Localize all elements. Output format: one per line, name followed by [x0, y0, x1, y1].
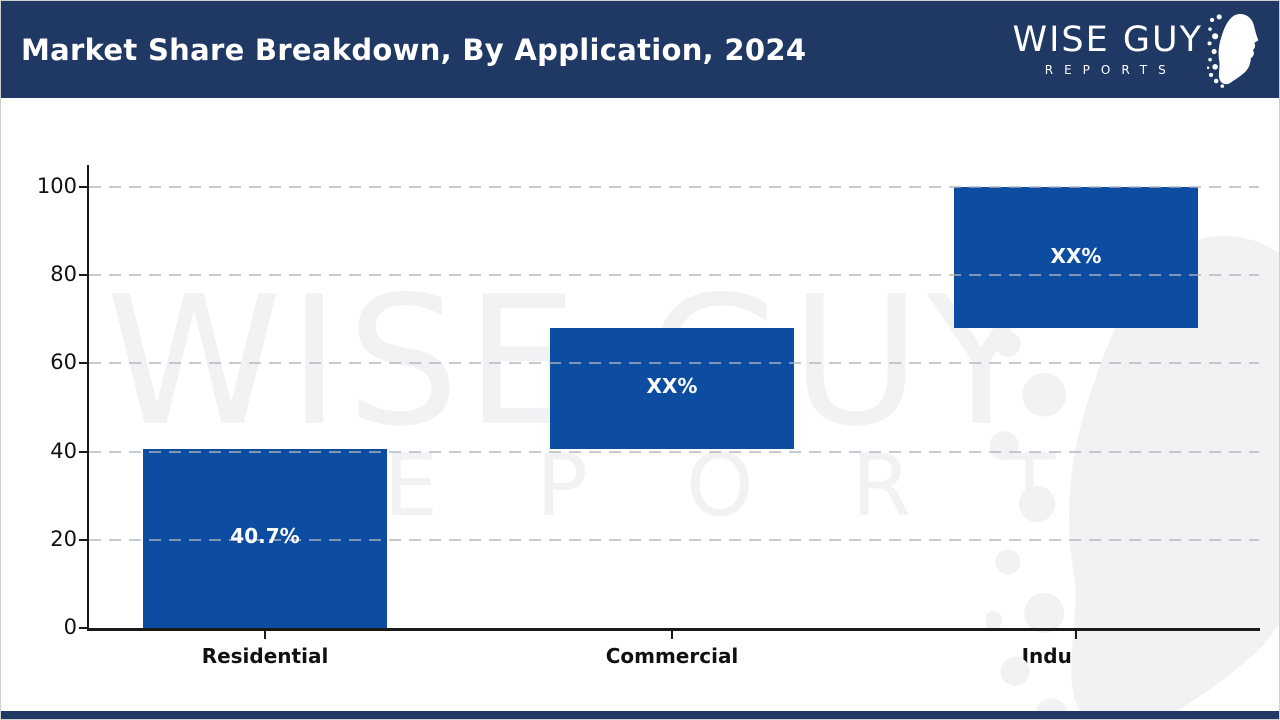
x-tick-mark	[264, 631, 266, 639]
y-tick-label: 80	[50, 262, 77, 287]
bar-value-label: 40.7%	[230, 524, 300, 549]
gridline-20	[89, 538, 1259, 541]
header-band: Market Share Breakdown, By Application, …	[1, 1, 1279, 98]
x-category-label-residential: Residential	[201, 644, 329, 668]
y-axis-spine	[87, 165, 89, 631]
y-tick-label: 0	[63, 615, 77, 639]
y-tick-mark	[79, 627, 87, 629]
gridline-60	[89, 362, 1259, 365]
logo-text: WISE GUY REPORTS	[1012, 19, 1203, 77]
gridline-80	[89, 274, 1259, 277]
chart-area: WISE GUY REPORTS 02040608010040.7%XX%XX%…	[1, 98, 1279, 711]
y-tick-mark	[79, 362, 87, 365]
y-tick-label: 40	[50, 438, 77, 463]
x-axis-spine	[87, 628, 1260, 631]
gridline-100	[89, 186, 1259, 188]
chart-title: Market Share Breakdown, By Application, …	[21, 32, 807, 67]
y-tick-mark	[79, 450, 87, 453]
y-tick-label: 60	[50, 350, 77, 375]
y-tick-mark	[79, 274, 87, 277]
bar-value-label: XX%	[646, 374, 698, 399]
x-tick-mark	[1075, 631, 1077, 639]
y-tick-label: 100	[36, 174, 77, 198]
bar-industrial	[954, 187, 1198, 329]
bar-commercial	[550, 328, 794, 449]
bar-residential	[143, 448, 387, 628]
y-tick-mark	[79, 186, 87, 188]
watermark-face-icon	[986, 235, 1279, 711]
logo-reports-text: REPORTS	[1044, 62, 1177, 77]
y-tick-label: 20	[50, 526, 77, 551]
bar-value-label: XX%	[1050, 243, 1102, 268]
y-tick-mark	[79, 538, 87, 541]
dotted-face-icon	[1207, 13, 1259, 88]
x-tick-mark	[671, 631, 673, 639]
logo-wise-guy-text: WISE GUY	[1012, 19, 1203, 60]
x-category-label-commercial: Commercial	[605, 644, 739, 668]
gridline-40	[89, 450, 1259, 453]
wise-guy-reports-logo: WISE GUY REPORTS	[1012, 11, 1263, 89]
footer-band	[1, 711, 1279, 719]
